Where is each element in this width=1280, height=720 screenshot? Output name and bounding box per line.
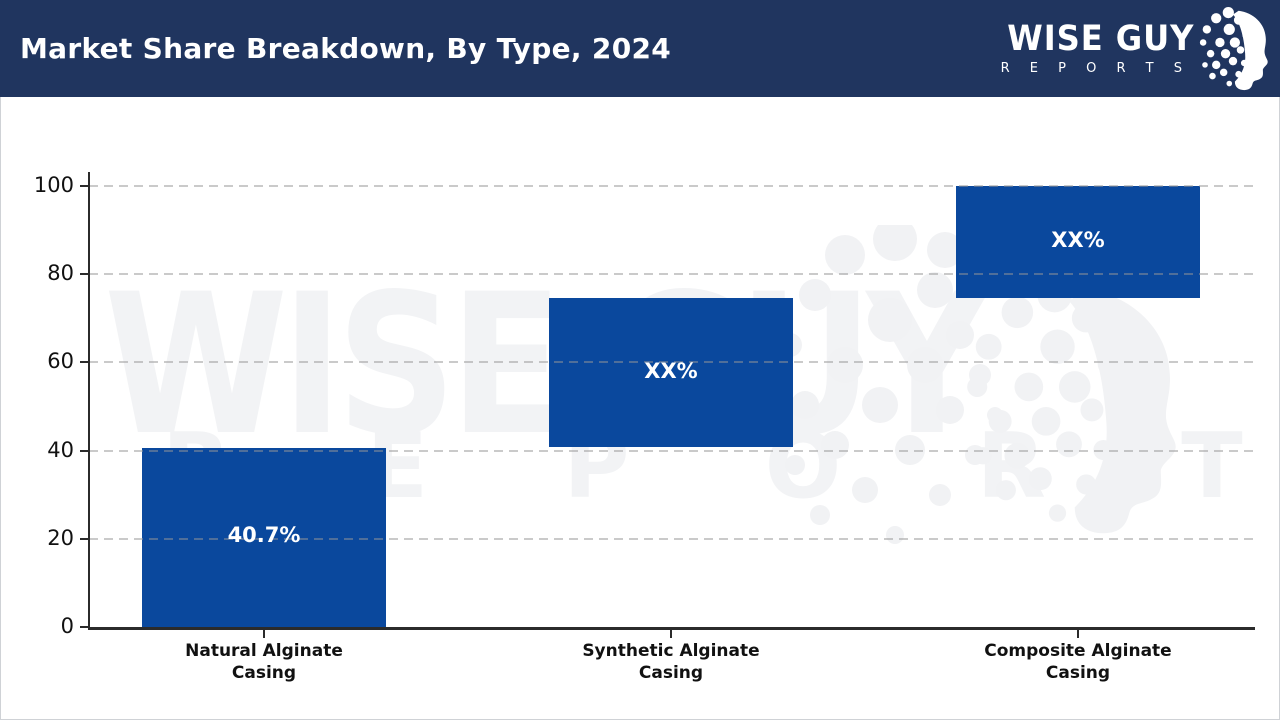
bar-value-label: XX% (1051, 228, 1105, 252)
x-category-label: Synthetic Alginate Casing (582, 641, 760, 684)
y-axis-line (88, 172, 90, 630)
y-tick-label: 80 (47, 261, 74, 286)
y-gridline (89, 273, 1255, 276)
x-tick (1077, 630, 1079, 638)
y-tick (80, 273, 89, 276)
bar-segment (142, 447, 386, 627)
y-tick-label: 0 (60, 614, 74, 638)
y-gridline (89, 361, 1255, 364)
logo-text: WISE GUY R E P O R T S (991, 18, 1194, 76)
bar-value-label: 40.7% (227, 523, 301, 548)
logo-wordmark: WISE GUY (1006, 18, 1194, 59)
chart-title: Market Share Breakdown, By Type, 2024 (20, 32, 672, 65)
y-tick (80, 361, 89, 364)
x-tick (263, 630, 265, 638)
y-tick (80, 449, 89, 452)
y-tick-label: 60 (47, 349, 74, 374)
x-tick (670, 630, 672, 638)
y-tick (80, 626, 89, 628)
y-tick (80, 185, 89, 187)
x-category-label: Composite Alginate Casing (984, 641, 1172, 684)
y-tick (80, 537, 89, 540)
bar-value-label: XX% (644, 358, 698, 383)
bar-segment (549, 298, 793, 448)
x-category-label: Natural Alginate Casing (185, 641, 343, 684)
wise-guy-reports-logo: WISE GUY R E P O R T S (991, 6, 1270, 91)
logo-subtitle: R E P O R T S (1000, 60, 1190, 76)
header-bar: Market Share Breakdown, By Type, 2024 WI… (0, 0, 1280, 97)
y-tick-label: 100 (33, 173, 74, 197)
y-tick-label: 40 (47, 437, 74, 462)
y-gridline (89, 537, 1255, 540)
x-axis-line (88, 627, 1255, 630)
logo-face-icon (1199, 6, 1268, 90)
y-gridline (89, 185, 1255, 187)
y-gridline (89, 449, 1255, 452)
y-tick-label: 20 (47, 525, 74, 550)
